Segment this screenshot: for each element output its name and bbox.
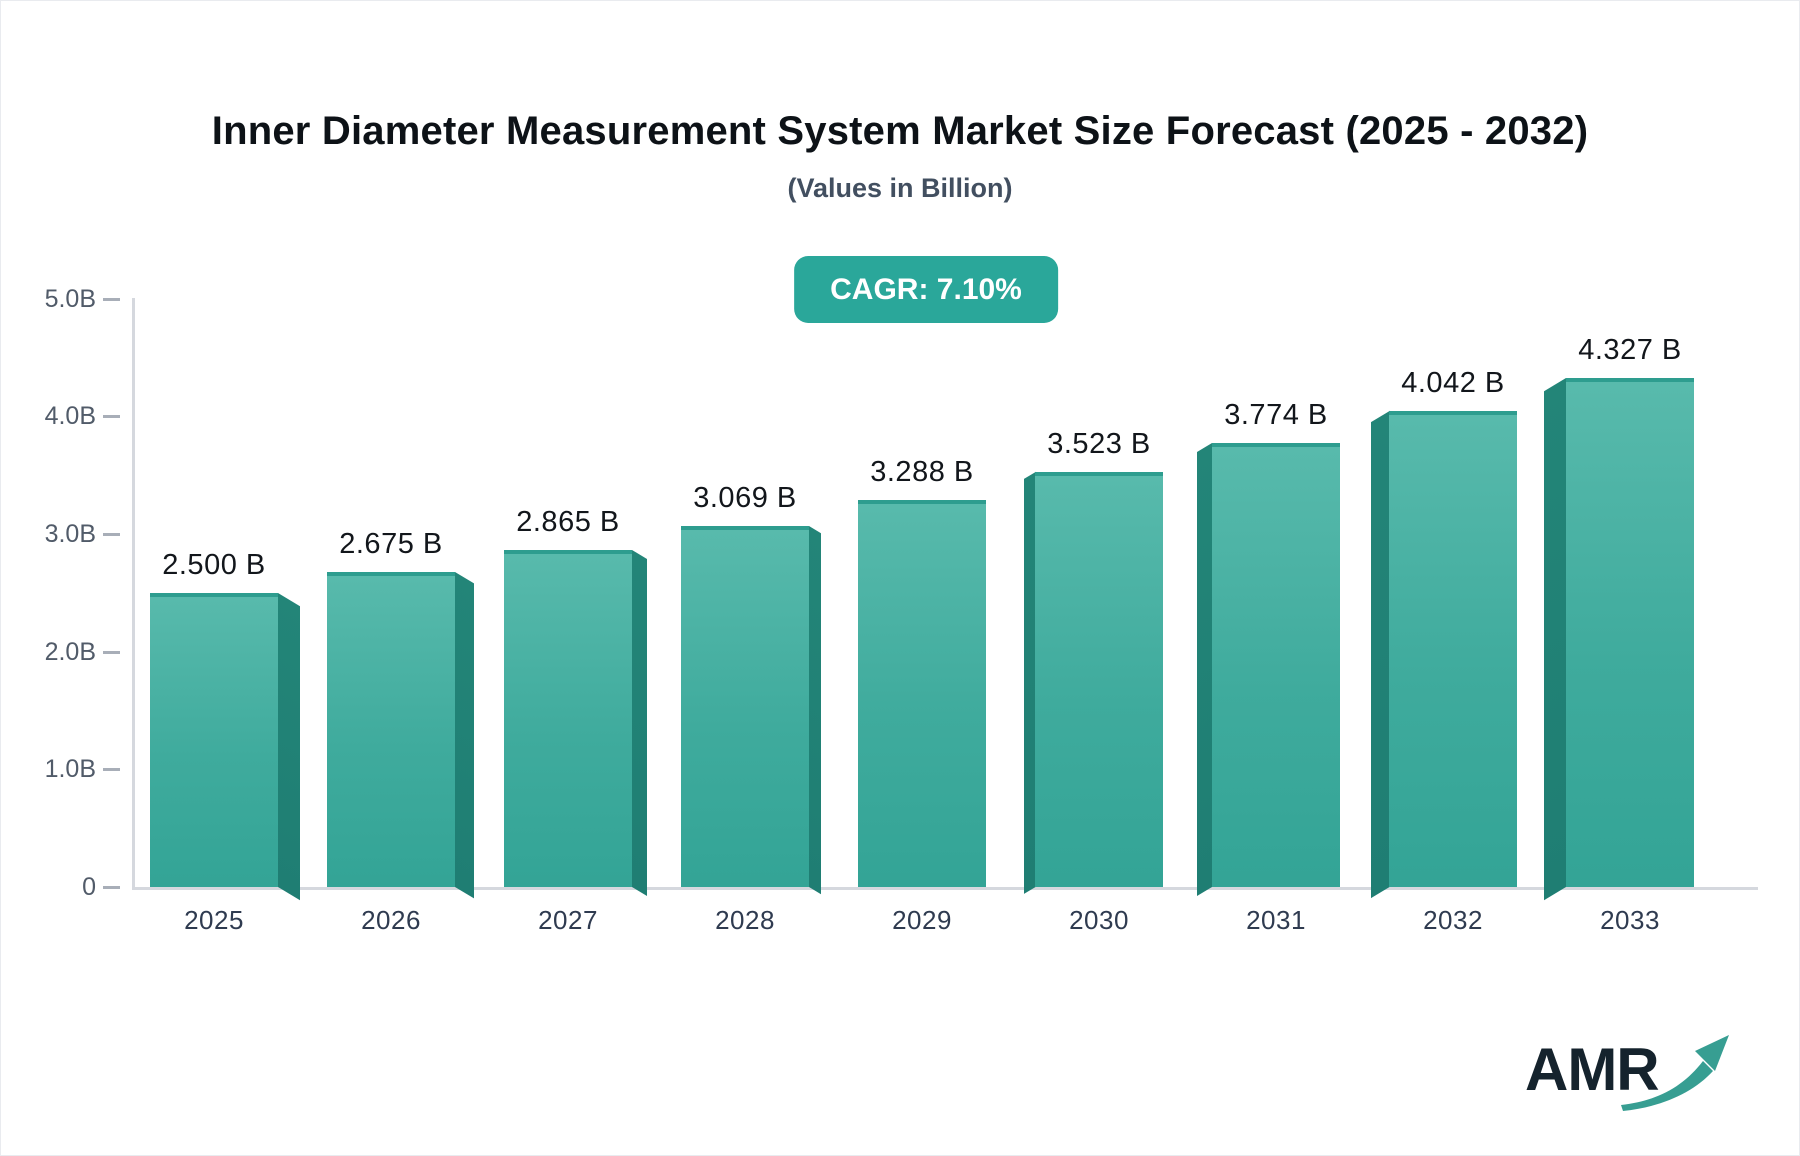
- bar: [1389, 411, 1517, 887]
- y-tick-label: 2.0B: [44, 637, 96, 666]
- amr-logo: AMR: [1525, 1035, 1735, 1125]
- x-axis-label: 2029: [892, 905, 952, 935]
- chart-title: Inner Diameter Measurement System Market…: [211, 109, 1589, 153]
- bar-value-label: 4.042 B: [1401, 367, 1505, 400]
- bar: [858, 500, 986, 887]
- bar: [504, 549, 632, 887]
- bar-value-label: 3.288 B: [870, 456, 974, 488]
- x-axis-label: 2025: [184, 905, 244, 935]
- y-tick-dash: [103, 415, 120, 419]
- y-tick-label: 0: [82, 873, 96, 901]
- bar-side-face: [1370, 411, 1389, 899]
- bar-value-label: 3.069 B: [693, 481, 797, 514]
- bar-side-face: [809, 525, 821, 894]
- amr-logo-arrow-icon: [1621, 1035, 1729, 1111]
- bar: [681, 525, 809, 887]
- y-tick-dash: [103, 532, 120, 536]
- x-axis-label: 2031: [1246, 905, 1306, 935]
- x-axis-label: 2026: [361, 905, 421, 935]
- y-tick-dash: [103, 886, 120, 889]
- bar-side-face: [1544, 377, 1566, 901]
- y-tick-label: 5.0B: [44, 284, 96, 313]
- y-tick-label: 1.0B: [44, 755, 96, 784]
- y-tick-label: 4.0B: [44, 402, 96, 431]
- bar-side-face: [1197, 442, 1212, 896]
- x-axis-label: 2030: [1069, 905, 1129, 935]
- amr-logo-text: AMR: [1525, 1036, 1660, 1103]
- bar-value-label: 3.523 B: [1047, 428, 1151, 461]
- bar-value-label: 2.500 B: [162, 548, 266, 581]
- x-axis-line: [132, 887, 1758, 890]
- bar-value-label: 2.675 B: [339, 528, 443, 561]
- y-tick-dash: [103, 650, 120, 654]
- x-axis-label: 2028: [715, 905, 775, 935]
- bar: [1212, 442, 1340, 887]
- y-tick-dash: [103, 768, 120, 772]
- bar-side-face: [632, 549, 647, 896]
- y-axis-line: [132, 298, 135, 890]
- bar-side-face: [455, 572, 474, 899]
- chart-subtitle: (Values in Billion): [787, 173, 1013, 203]
- y-tick-label: 3.0B: [44, 519, 96, 548]
- cagr-badge: CAGR: 7.10%: [794, 256, 1058, 323]
- bar: [1035, 472, 1163, 887]
- x-axis-label: 2027: [538, 905, 598, 935]
- bar: [1566, 377, 1694, 887]
- bar-value-label: 2.865 B: [516, 505, 620, 538]
- x-axis-label: 2033: [1600, 905, 1660, 935]
- bar-value-label: 3.774 B: [1224, 398, 1328, 431]
- bar: [327, 572, 455, 887]
- bar-side-face: [1023, 472, 1035, 894]
- bar-side-face: [278, 592, 300, 901]
- bar: [150, 592, 278, 887]
- bar-value-label: 4.327 B: [1578, 333, 1682, 366]
- y-tick-dash: [103, 297, 120, 301]
- x-axis-label: 2032: [1423, 905, 1483, 935]
